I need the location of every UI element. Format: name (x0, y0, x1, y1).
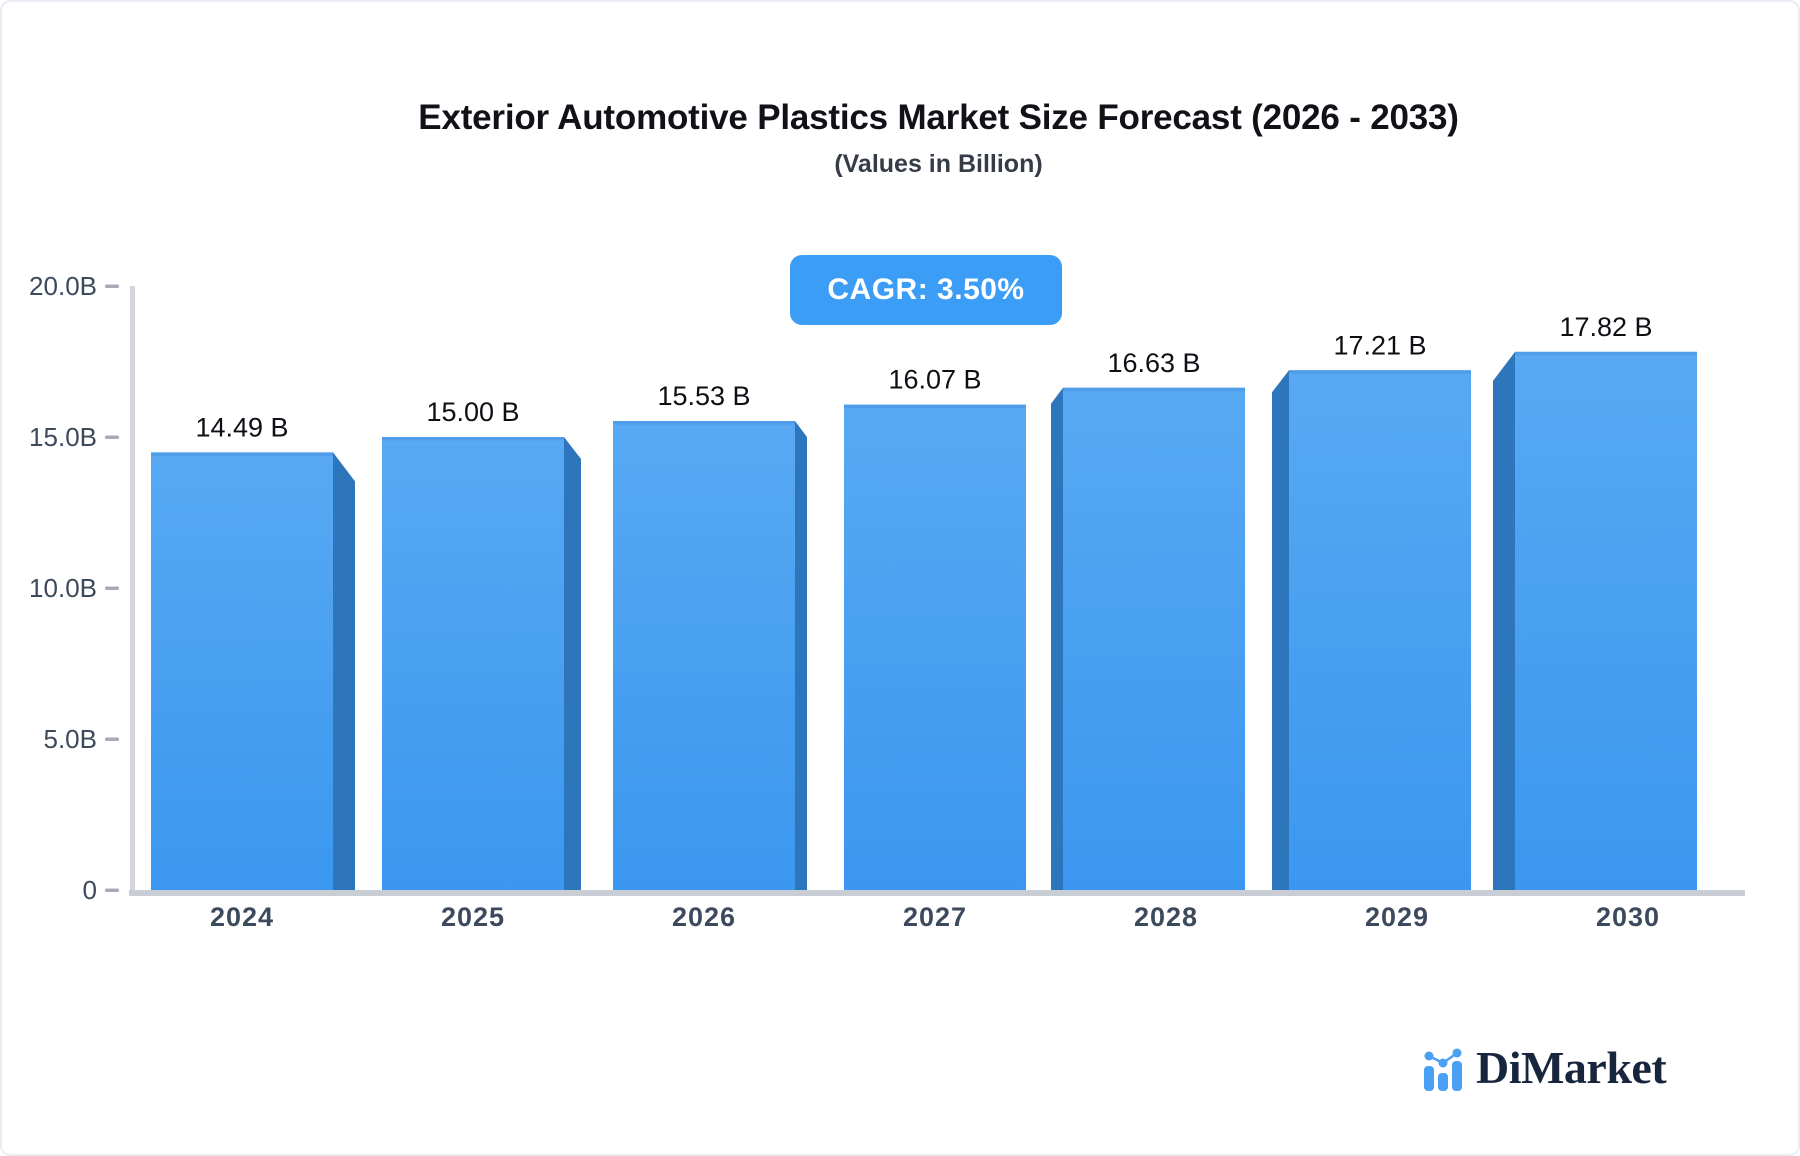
bar-cap-2028 (1063, 387, 1245, 392)
bar-cap-2024 (151, 452, 333, 456)
y-tick-label: 15.0B (29, 422, 97, 452)
bar-2029 (1289, 370, 1471, 890)
bar-2026 (613, 420, 795, 890)
bar-cap-2025 (382, 437, 564, 441)
bar-side-2029 (1272, 370, 1289, 890)
bar-2024 (151, 452, 333, 890)
bar-cap-2030 (1515, 351, 1697, 356)
bar-value-label: 15.00 B (426, 397, 519, 427)
bar-2025 (382, 437, 564, 890)
x-axis-baseline (129, 890, 1745, 896)
y-tick-mark (105, 586, 119, 590)
y-tick-mark (105, 888, 119, 892)
bar-value-label: 15.53 B (657, 381, 750, 411)
x-tick-label: 2024 (210, 902, 274, 932)
bar-side-2028 (1051, 387, 1063, 890)
y-tick-label: 5.0B (44, 724, 98, 754)
bar-cap-2029 (1289, 370, 1471, 374)
bar-2030 (1515, 351, 1697, 890)
bar-value-label: 17.21 B (1333, 330, 1426, 360)
bar-value-label: 16.07 B (888, 365, 981, 395)
bar-side-2024 (333, 452, 355, 890)
bar-value-label: 14.49 B (195, 412, 288, 442)
bar-side-2025 (564, 437, 581, 890)
bar-side-2030 (1493, 351, 1515, 890)
dimarket-logo: DiMarket (1422, 1042, 1667, 1093)
y-tick-label: 10.0B (29, 573, 97, 603)
bar-cap-2026 (613, 420, 795, 425)
y-axis-line (130, 286, 135, 890)
bar-value-label: 17.82 B (1559, 312, 1652, 342)
bar-value-label: 16.63 B (1107, 348, 1200, 378)
y-tick-mark (105, 737, 119, 741)
x-tick-label: 2028 (1134, 902, 1198, 932)
x-tick-label: 2029 (1365, 902, 1429, 932)
cagr-badge: CAGR: 3.50% (790, 255, 1062, 325)
y-tick-mark (105, 284, 119, 288)
y-tick-label: 20.0B (29, 271, 97, 301)
x-tick-label: 2026 (672, 902, 736, 932)
x-tick-label: 2025 (441, 902, 505, 932)
bar-2027 (844, 404, 1026, 890)
x-tick-label: 2027 (903, 902, 967, 932)
dimarket-logo-icon (1424, 1048, 1462, 1091)
x-tick-label: 2030 (1596, 902, 1660, 932)
cagr-badge-label: CAGR: 3.50% (827, 273, 1025, 306)
bar-2028 (1063, 387, 1245, 890)
y-tick-mark (105, 435, 119, 439)
bar-cap-2027 (844, 404, 1026, 409)
page-title: Exterior Automotive Plastics Market Size… (418, 98, 1459, 137)
bar-side-2026 (795, 420, 807, 890)
brand-text: DiMarket (1476, 1042, 1667, 1093)
y-tick-label: 0 (83, 875, 97, 905)
page-subtitle: (Values in Billion) (834, 150, 1043, 178)
